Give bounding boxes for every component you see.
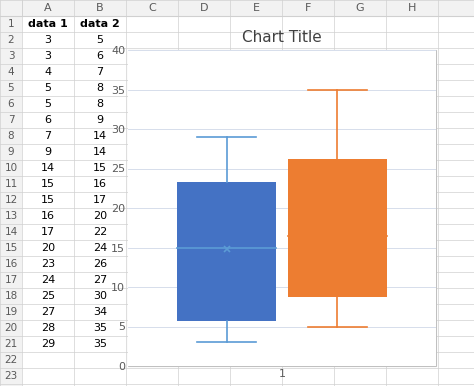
Text: 28: 28 xyxy=(41,323,55,333)
Text: 15: 15 xyxy=(41,179,55,189)
Text: 17: 17 xyxy=(4,275,18,285)
Text: 17: 17 xyxy=(41,227,55,237)
Text: 34: 34 xyxy=(93,307,107,317)
Text: 8: 8 xyxy=(8,131,14,141)
Text: 7: 7 xyxy=(96,67,103,77)
Text: 9: 9 xyxy=(96,115,103,125)
Text: 9: 9 xyxy=(8,147,14,157)
Text: F: F xyxy=(305,3,311,13)
Text: H: H xyxy=(408,3,416,13)
Text: 27: 27 xyxy=(41,307,55,317)
Text: 15: 15 xyxy=(41,195,55,205)
Text: 15: 15 xyxy=(4,243,18,253)
Title: Chart Title: Chart Title xyxy=(242,30,322,45)
Text: 6: 6 xyxy=(8,99,14,109)
Text: 7: 7 xyxy=(8,115,14,125)
Bar xyxy=(0,0,22,386)
Text: 22: 22 xyxy=(93,227,107,237)
Text: 35: 35 xyxy=(93,323,107,333)
Text: 11: 11 xyxy=(4,179,18,189)
Text: 16: 16 xyxy=(4,259,18,269)
Text: 35: 35 xyxy=(93,339,107,349)
Text: D: D xyxy=(200,3,208,13)
Text: 2: 2 xyxy=(8,35,14,45)
Text: 9: 9 xyxy=(45,147,52,157)
Text: 3: 3 xyxy=(45,51,52,61)
Text: 27: 27 xyxy=(93,275,107,285)
Text: 7: 7 xyxy=(45,131,52,141)
Text: C: C xyxy=(148,3,156,13)
Text: 21: 21 xyxy=(4,339,18,349)
Text: 16: 16 xyxy=(41,211,55,221)
Text: 5: 5 xyxy=(45,83,52,93)
Text: 20: 20 xyxy=(4,323,18,333)
Text: 6: 6 xyxy=(45,115,52,125)
Text: 24: 24 xyxy=(93,243,107,253)
Text: 17: 17 xyxy=(93,195,107,205)
Text: 14: 14 xyxy=(4,227,18,237)
Text: 3: 3 xyxy=(8,51,14,61)
Text: 15: 15 xyxy=(93,163,107,173)
Text: 14: 14 xyxy=(93,131,107,141)
Text: 14: 14 xyxy=(41,163,55,173)
Text: G: G xyxy=(356,3,365,13)
Text: 20: 20 xyxy=(93,211,107,221)
Text: 29: 29 xyxy=(41,339,55,349)
Text: 8: 8 xyxy=(96,83,103,93)
Text: 5: 5 xyxy=(8,83,14,93)
Bar xyxy=(0,0,474,16)
Text: 5: 5 xyxy=(45,99,52,109)
Text: 23: 23 xyxy=(4,371,18,381)
Text: 25: 25 xyxy=(41,291,55,301)
Text: 4: 4 xyxy=(8,67,14,77)
Text: 14: 14 xyxy=(93,147,107,157)
Text: 18: 18 xyxy=(4,291,18,301)
Text: 16: 16 xyxy=(93,179,107,189)
Text: data 2: data 2 xyxy=(80,19,120,29)
Text: 22: 22 xyxy=(4,355,18,365)
Text: 26: 26 xyxy=(93,259,107,269)
Text: 8: 8 xyxy=(96,99,103,109)
Text: 10: 10 xyxy=(4,163,18,173)
Text: 4: 4 xyxy=(45,67,52,77)
Text: 5: 5 xyxy=(97,35,103,45)
Text: 3: 3 xyxy=(45,35,52,45)
Text: 20: 20 xyxy=(41,243,55,253)
Text: 1: 1 xyxy=(8,19,14,29)
Text: E: E xyxy=(253,3,259,13)
Text: 19: 19 xyxy=(4,307,18,317)
Text: 13: 13 xyxy=(4,211,18,221)
Bar xyxy=(288,159,387,297)
Bar xyxy=(177,182,276,321)
Text: 6: 6 xyxy=(97,51,103,61)
Text: B: B xyxy=(96,3,104,13)
Text: A: A xyxy=(44,3,52,13)
Text: 30: 30 xyxy=(93,291,107,301)
Bar xyxy=(128,50,436,366)
Text: 24: 24 xyxy=(41,275,55,285)
Text: data 1: data 1 xyxy=(28,19,68,29)
Text: 23: 23 xyxy=(41,259,55,269)
Text: 12: 12 xyxy=(4,195,18,205)
